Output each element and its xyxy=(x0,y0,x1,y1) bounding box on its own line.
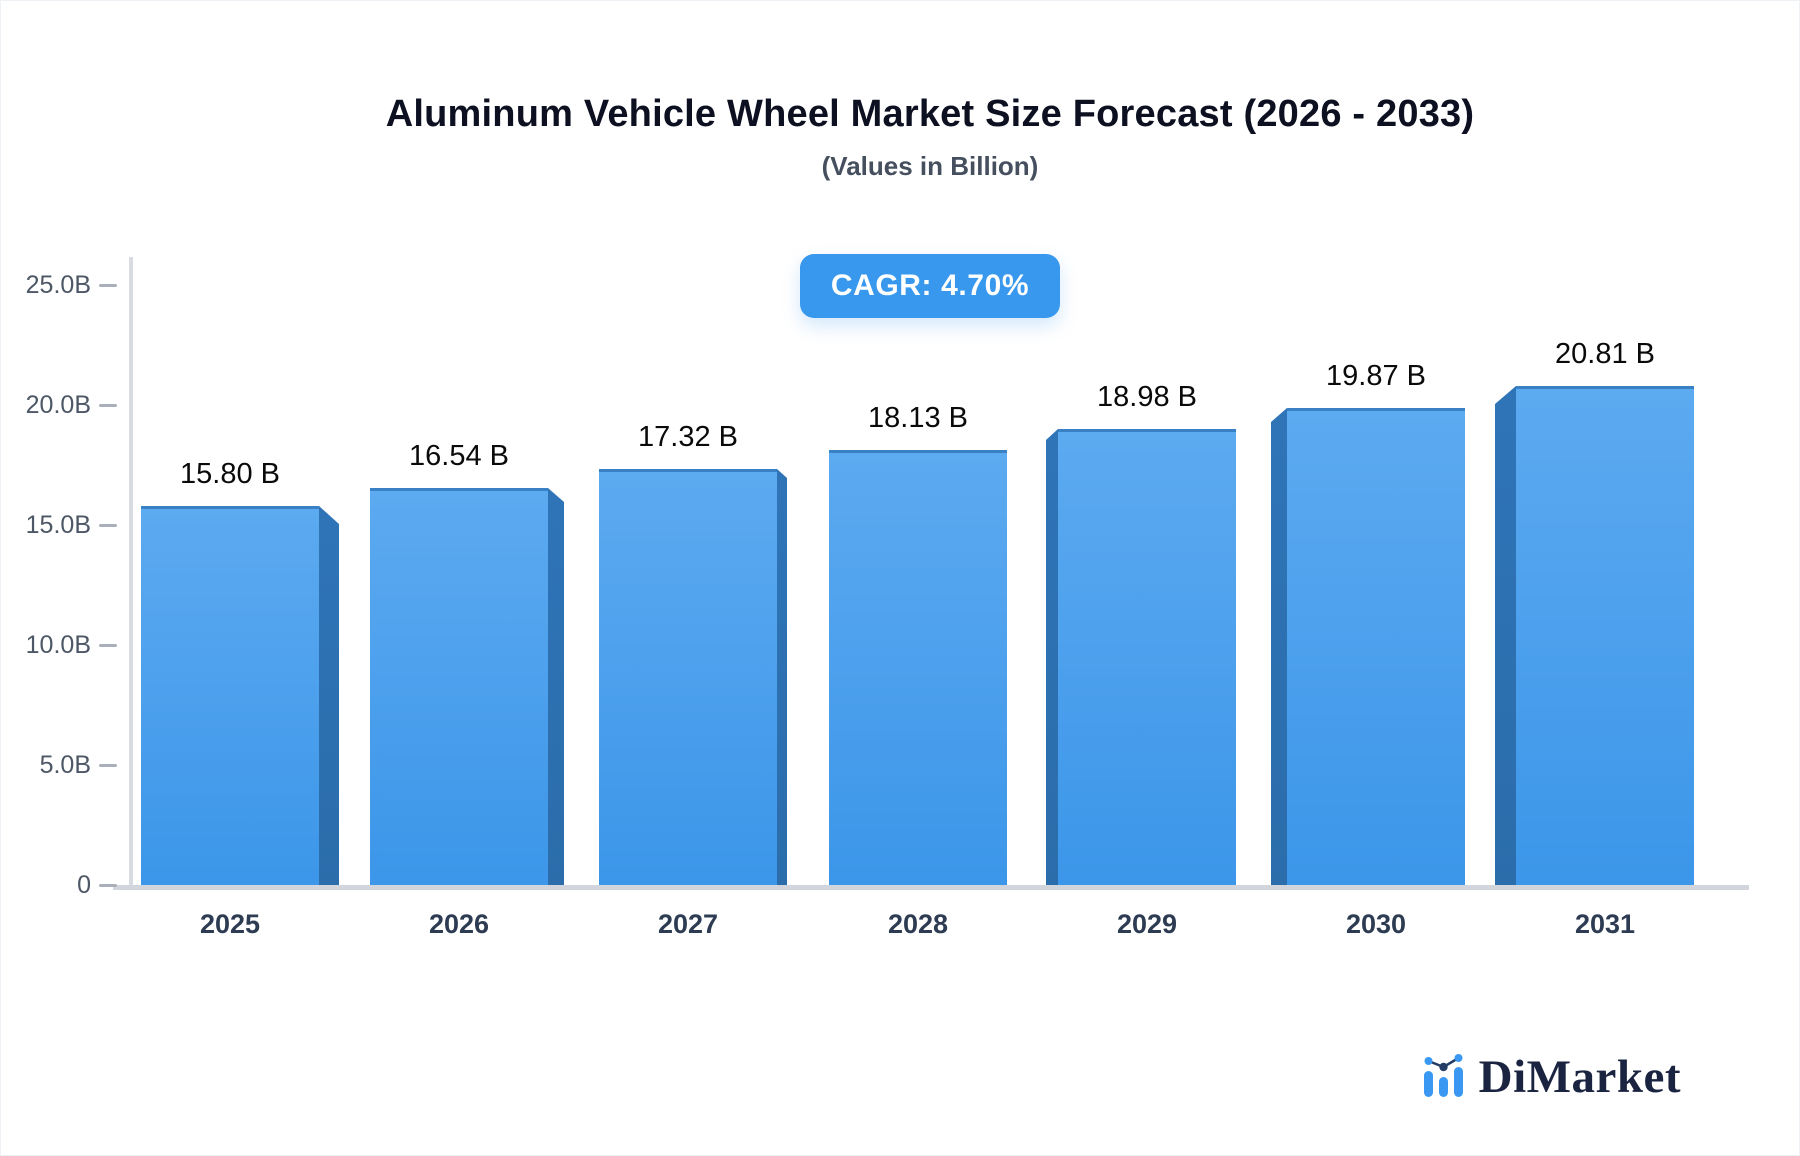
x-axis-label-2027: 2027 xyxy=(657,909,719,939)
y-tick-mark xyxy=(99,284,117,287)
bar-2030-side xyxy=(1271,408,1287,885)
y-tick-mark xyxy=(99,764,117,767)
y-tick-label: 5.0B xyxy=(39,751,91,779)
y-tick-mark xyxy=(99,524,117,527)
y-tick-mark xyxy=(99,644,117,647)
bar-2025[interactable] xyxy=(141,506,319,885)
y-tick-mark xyxy=(99,884,117,887)
y-tick-label: 15.0B xyxy=(25,511,91,539)
bar-2030[interactable] xyxy=(1287,408,1465,885)
dimarket-logo-text: DiMarket xyxy=(1478,1050,1681,1103)
x-axis-label-2030: 2030 xyxy=(1345,909,1407,939)
x-axis-label-2029: 2029 xyxy=(1116,909,1178,939)
bar-2031[interactable] xyxy=(1516,386,1694,885)
bar-2028[interactable] xyxy=(829,450,1007,885)
y-tick-label: 0 xyxy=(77,871,91,899)
dimarket-logo-icon xyxy=(1423,1054,1463,1097)
bar-value-label: 17.32 B xyxy=(638,421,738,453)
x-axis-label-2026: 2026 xyxy=(428,909,490,939)
bar-value-label: 18.13 B xyxy=(868,402,968,434)
badge-row: CAGR: 4.70% xyxy=(96,254,1764,318)
bar-2029[interactable] xyxy=(1058,429,1236,885)
x-axis-label-2025: 2025 xyxy=(199,909,261,939)
y-tick-mark xyxy=(99,404,117,407)
y-tick-label: 20.0B xyxy=(25,391,91,419)
x-axis-label-2031: 2031 xyxy=(1574,909,1636,939)
bar-2031-side xyxy=(1495,386,1516,885)
bar-2029-side xyxy=(1046,429,1058,885)
bar-value-label: 15.80 B xyxy=(180,458,280,490)
x-axis-line xyxy=(113,885,1749,890)
bar-value-label: 16.54 B xyxy=(409,440,509,472)
bar-value-label: 20.81 B xyxy=(1555,338,1655,370)
chart-subtitle: (Values in Billion) xyxy=(821,151,1039,181)
bar-2026-side xyxy=(548,488,564,885)
y-axis-line xyxy=(129,257,133,885)
x-axis-label-2028: 2028 xyxy=(887,909,949,939)
bar-2026[interactable] xyxy=(370,488,548,885)
bar-2027[interactable] xyxy=(599,469,777,885)
bar-2025-side xyxy=(319,506,339,885)
y-tick-label: 10.0B xyxy=(25,631,91,659)
cagr-badge: CAGR: 4.70% xyxy=(799,254,1061,318)
bar-value-label: 18.98 B xyxy=(1097,381,1197,413)
bar-2027-side xyxy=(777,469,787,885)
y-tick-label: 25.0B xyxy=(25,271,91,299)
dimarket-logo: DiMarket xyxy=(1422,1050,1681,1103)
chart-title: Aluminum Vehicle Wheel Market Size Forec… xyxy=(385,93,1475,135)
bar-value-label: 19.87 B xyxy=(1326,360,1426,392)
